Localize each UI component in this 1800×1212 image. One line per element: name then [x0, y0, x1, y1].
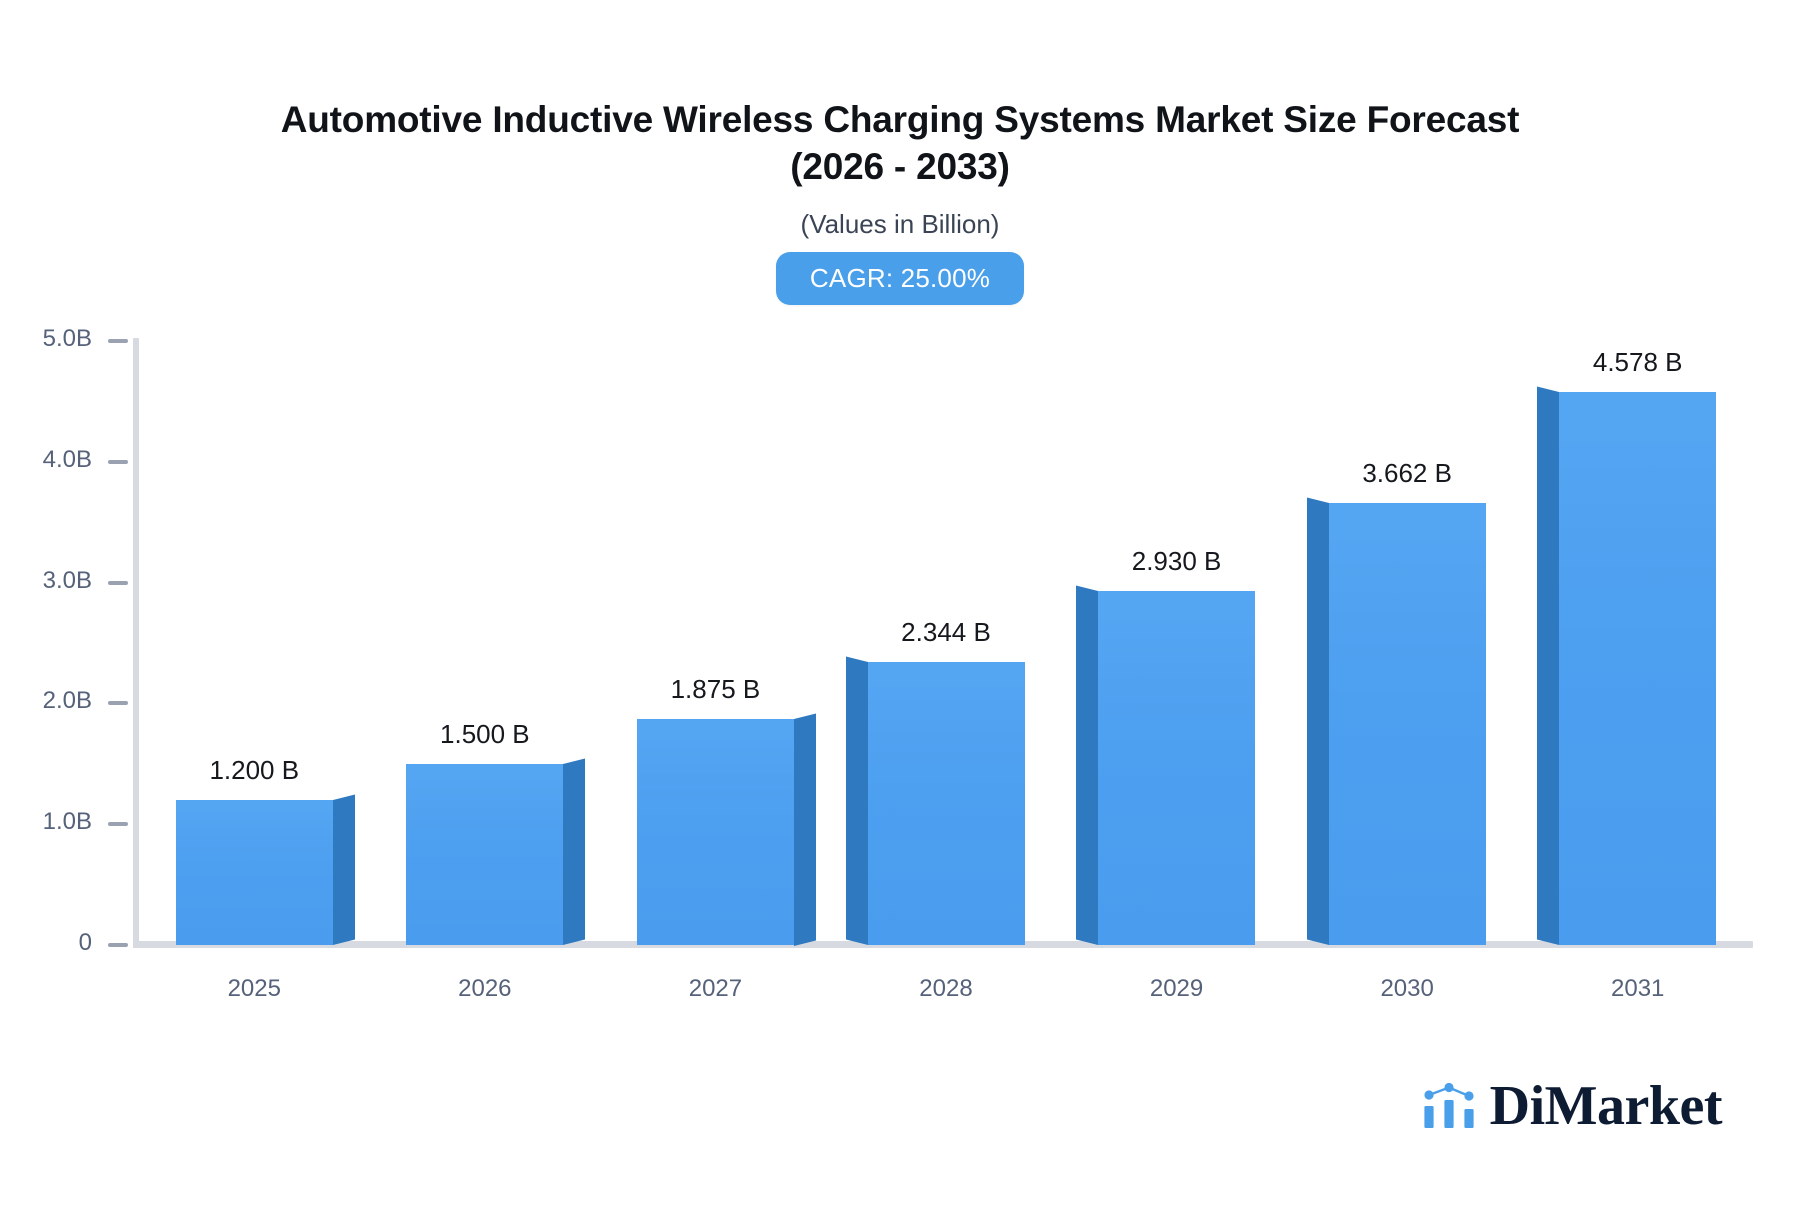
bar-side-face	[845, 656, 868, 945]
chart-header: Automotive Inductive Wireless Charging S…	[0, 0, 1800, 306]
bar-side-face	[1537, 386, 1560, 945]
x-axis-category-label: 2028	[919, 975, 973, 1002]
bar-column[interactable]: 3.662 B 2030	[1306, 341, 1486, 1002]
page-title: Automotive Inductive Wireless Charging S…	[280, 99, 1520, 188]
x-axis-category-label: 2029	[1149, 975, 1204, 1002]
bar-column[interactable]: 1.875 B 2027	[636, 341, 816, 1002]
bar-value-label: 1.200 B	[209, 755, 300, 786]
bar[interactable]: 1.200 B	[175, 755, 355, 945]
y-axis-tick-label: 2.0B	[42, 687, 92, 715]
bar[interactable]: 2.930 B	[1076, 546, 1256, 945]
bar-value-label: 2.930 B	[1131, 546, 1222, 577]
cagr-badge: CAGR: 25.00%	[775, 251, 1025, 306]
bar-value-label: 1.500 B	[440, 718, 530, 749]
x-axis-category-label: 2027	[688, 975, 743, 1002]
bar-value-label: 1.875 B	[670, 673, 761, 704]
y-axis-tick-label: 3.0B	[42, 566, 92, 594]
bar-front-face	[867, 661, 1025, 945]
bar-front-face	[1559, 391, 1717, 945]
y-axis-tick-mark	[108, 339, 128, 343]
bar[interactable]: 2.344 B	[845, 617, 1025, 945]
x-axis-category-label: 2025	[227, 975, 281, 1002]
bar-side-face	[1076, 585, 1099, 945]
bar-side-face	[332, 794, 355, 945]
bar-front-face	[406, 763, 564, 945]
bar-column[interactable]: 2.344 B 2028	[845, 341, 1025, 1002]
bar-column[interactable]: 1.500 B 2026	[406, 341, 586, 1002]
bar[interactable]: 4.578 B	[1537, 347, 1717, 945]
y-axis-tick-label: 1.0B	[42, 808, 92, 836]
y-axis-tick-mark	[108, 822, 128, 827]
y-axis-tick-mark	[108, 459, 128, 464]
bar-side-face	[793, 713, 816, 945]
bar-value-label: 4.578 B	[1592, 346, 1683, 377]
y-axis-tick-label: 5.0B	[42, 325, 92, 352]
bar-side-face	[563, 758, 586, 945]
bar[interactable]: 1.875 B	[636, 674, 816, 945]
cagr-badge-container: CAGR: 25.00%	[0, 251, 1800, 306]
y-axis-line	[133, 338, 139, 948]
logo-text: DiMarket	[1489, 1075, 1723, 1137]
bar[interactable]: 1.500 B	[406, 719, 586, 945]
y-axis-tick-mark	[108, 943, 128, 947]
bar-front-face	[636, 718, 794, 945]
bar[interactable]: 3.662 B	[1306, 458, 1486, 945]
y-axis-tick-label: 4.0B	[42, 445, 92, 473]
chart-subtitle: (Values in Billion)	[800, 208, 1000, 239]
bar-column[interactable]: 1.200 B 2025	[175, 341, 355, 1002]
bar-value-label: 2.344 B	[901, 616, 991, 647]
bar-side-face	[1306, 497, 1329, 945]
bar-series: 1.200 B 2025 1.500 B 2026 1.875 B 2027 2.344 B…	[139, 341, 1753, 1002]
y-axis-tick-mark	[108, 580, 128, 585]
x-axis-category-label: 2026	[458, 975, 512, 1002]
y-axis-tick-label: 0	[78, 929, 92, 956]
bar-front-face	[175, 800, 333, 945]
bar-chart-icon	[1424, 1082, 1474, 1128]
bar-front-face	[1328, 502, 1486, 945]
bar-value-label: 3.662 B	[1362, 457, 1452, 488]
bar-front-face	[1098, 591, 1256, 945]
x-axis-category-label: 2030	[1380, 975, 1434, 1002]
bar-column[interactable]: 4.578 B 2031	[1537, 341, 1717, 1002]
bar-column[interactable]: 2.930 B 2029	[1076, 341, 1256, 1002]
y-axis-tick-mark	[108, 701, 128, 706]
x-axis-category-label: 2031	[1611, 975, 1665, 1002]
dimarket-logo: DiMarket	[1422, 1075, 1723, 1137]
